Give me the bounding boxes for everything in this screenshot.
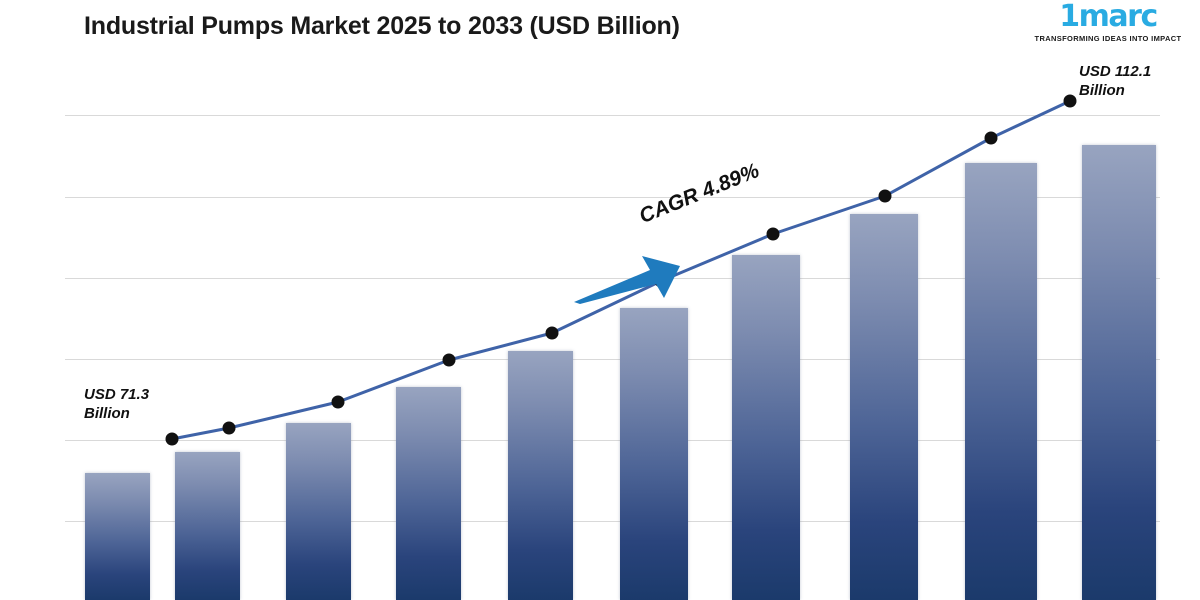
bar[interactable] [1082,145,1156,600]
gridline [65,115,1160,116]
data-point-marker[interactable] [1063,94,1077,108]
data-point-marker[interactable] [545,326,559,340]
arrow-shape [574,256,680,304]
bar[interactable] [396,387,461,600]
data-point-markers [165,94,1077,446]
gridline [65,278,1160,279]
gridline [65,197,1160,198]
imarc-logo[interactable]: 1marc TRANSFORMING IDEAS INTO IMPACT [1024,2,1192,44]
bar[interactable] [850,214,918,600]
logo-wordmark: 1marc [1059,0,1158,34]
trend-line [170,99,1072,441]
data-point-marker[interactable] [766,227,780,241]
data-point-marker[interactable] [331,395,345,409]
data-point-marker[interactable] [165,432,179,446]
bar[interactable] [965,163,1037,600]
page-title: Industrial Pumps Market 2025 to 2033 (US… [84,12,680,40]
bar[interactable] [620,308,688,600]
data-point-marker[interactable] [442,353,456,367]
data-point-marker[interactable] [222,421,236,435]
gridline [65,440,1160,441]
logo-tagline: TRANSFORMING IDEAS INTO IMPACT [1034,34,1182,43]
bar[interactable] [175,452,240,600]
start-value-callout: USD 71.3 Billion [84,386,150,422]
growth-arrow-icon [574,256,680,304]
gridline [65,359,1160,360]
bar[interactable] [286,423,351,600]
bar[interactable] [508,351,573,600]
data-point-marker[interactable] [878,189,892,203]
data-point-marker[interactable] [984,131,998,145]
bar[interactable] [732,255,800,600]
end-value-callout: USD 112.1 Billion [1079,63,1152,99]
gridline [65,521,1160,522]
bar[interactable] [85,473,150,600]
